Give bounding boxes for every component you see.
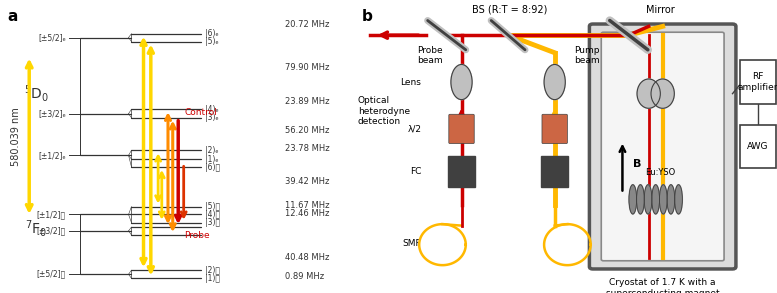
Text: |5)⁧: |5)⁧ — [204, 202, 220, 211]
Text: b: b — [362, 9, 373, 24]
Text: |1)ₑ: |1)ₑ — [204, 155, 218, 163]
Text: |3)ₑ: |3)ₑ — [204, 113, 218, 122]
Ellipse shape — [674, 185, 682, 214]
Text: 11.67 MHz: 11.67 MHz — [285, 201, 329, 209]
Text: BS (R:T = 8:92): BS (R:T = 8:92) — [472, 5, 548, 15]
Text: 40.48 MHz: 40.48 MHz — [285, 253, 329, 262]
Text: SMF: SMF — [402, 239, 421, 248]
Text: Mirror: Mirror — [646, 5, 674, 15]
Text: 580.039 nm: 580.039 nm — [12, 107, 22, 166]
Bar — [448, 156, 475, 187]
Text: FC: FC — [410, 167, 421, 176]
FancyBboxPatch shape — [590, 24, 736, 269]
Text: 20.72 MHz: 20.72 MHz — [285, 21, 329, 29]
Ellipse shape — [644, 185, 652, 214]
Text: Lens: Lens — [400, 78, 421, 86]
Text: Eu:YSO: Eu:YSO — [645, 168, 675, 177]
Text: Optical
heterodyne
detection: Optical heterodyne detection — [357, 96, 410, 126]
FancyBboxPatch shape — [740, 125, 776, 168]
Text: [±1/2]⁧: [±1/2]⁧ — [37, 210, 66, 219]
Text: 23.78 MHz: 23.78 MHz — [285, 144, 329, 153]
Text: $^7$F$_0$: $^7$F$_0$ — [26, 218, 47, 239]
Text: 12.46 MHz: 12.46 MHz — [285, 209, 329, 218]
Text: |2)⁧: |2)⁧ — [204, 266, 220, 275]
Text: 79.90 MHz: 79.90 MHz — [285, 63, 329, 72]
Text: Pump
beam: Pump beam — [573, 46, 599, 65]
Ellipse shape — [451, 64, 472, 100]
Text: |1)⁧: |1)⁧ — [204, 274, 220, 283]
Ellipse shape — [667, 185, 674, 214]
Text: 0.89 MHz: 0.89 MHz — [285, 272, 324, 280]
Text: AWG: AWG — [747, 142, 768, 151]
Text: |2)ₑ: |2)ₑ — [204, 146, 218, 155]
Text: |4)⁧: |4)⁧ — [204, 210, 220, 219]
Text: |5)ₑ: |5)ₑ — [204, 37, 218, 46]
Text: |6)⁧: |6)⁧ — [204, 163, 220, 171]
Text: [±5/2]ₑ: [±5/2]ₑ — [38, 33, 66, 42]
FancyBboxPatch shape — [740, 60, 776, 104]
Ellipse shape — [636, 185, 644, 214]
Text: $^5$D$_0$: $^5$D$_0$ — [24, 83, 49, 104]
Text: Cryostat of 1.7 K with a
superconducting magnet: Cryostat of 1.7 K with a superconducting… — [606, 278, 720, 293]
Ellipse shape — [629, 185, 636, 214]
Text: a: a — [7, 9, 18, 24]
Text: |4)ₑ: |4)ₑ — [204, 105, 218, 114]
FancyBboxPatch shape — [542, 114, 567, 144]
Text: 23.89 MHz: 23.89 MHz — [285, 97, 329, 105]
Text: [±1/2]ₑ: [±1/2]ₑ — [38, 151, 66, 160]
Text: Probe
beam: Probe beam — [417, 46, 443, 65]
Text: [±3/2]ₑ: [±3/2]ₑ — [38, 109, 66, 118]
Ellipse shape — [651, 79, 674, 108]
FancyBboxPatch shape — [601, 32, 724, 261]
Ellipse shape — [660, 185, 667, 214]
Text: [±5/2]⁧: [±5/2]⁧ — [37, 270, 66, 279]
Text: |3)⁧: |3)⁧ — [204, 218, 220, 227]
Text: RF
amplifier: RF amplifier — [737, 72, 777, 92]
Text: B: B — [633, 159, 641, 169]
Ellipse shape — [652, 185, 660, 214]
Ellipse shape — [544, 64, 566, 100]
Bar — [541, 156, 568, 187]
Text: [±3/2]⁧: [±3/2]⁧ — [37, 226, 66, 235]
Text: λ/2: λ/2 — [407, 125, 421, 133]
Text: |6)ₑ: |6)ₑ — [204, 29, 218, 38]
Ellipse shape — [637, 79, 660, 108]
FancyBboxPatch shape — [449, 114, 474, 144]
Text: Probe: Probe — [184, 231, 210, 240]
Text: 56.20 MHz: 56.20 MHz — [285, 126, 329, 135]
Text: 39.42 MHz: 39.42 MHz — [285, 177, 329, 186]
Text: Control: Control — [184, 108, 217, 117]
